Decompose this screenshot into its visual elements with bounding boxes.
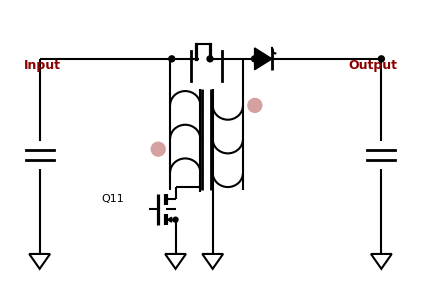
Text: Q11: Q11 — [101, 194, 124, 205]
Circle shape — [378, 56, 384, 62]
Circle shape — [173, 217, 178, 222]
Text: Input: Input — [24, 59, 61, 72]
Circle shape — [151, 142, 165, 156]
Circle shape — [169, 56, 175, 62]
Text: Output: Output — [348, 59, 397, 72]
Circle shape — [207, 56, 213, 62]
Circle shape — [252, 56, 258, 62]
FancyArrow shape — [168, 217, 172, 222]
Circle shape — [248, 98, 262, 112]
Polygon shape — [255, 48, 272, 70]
